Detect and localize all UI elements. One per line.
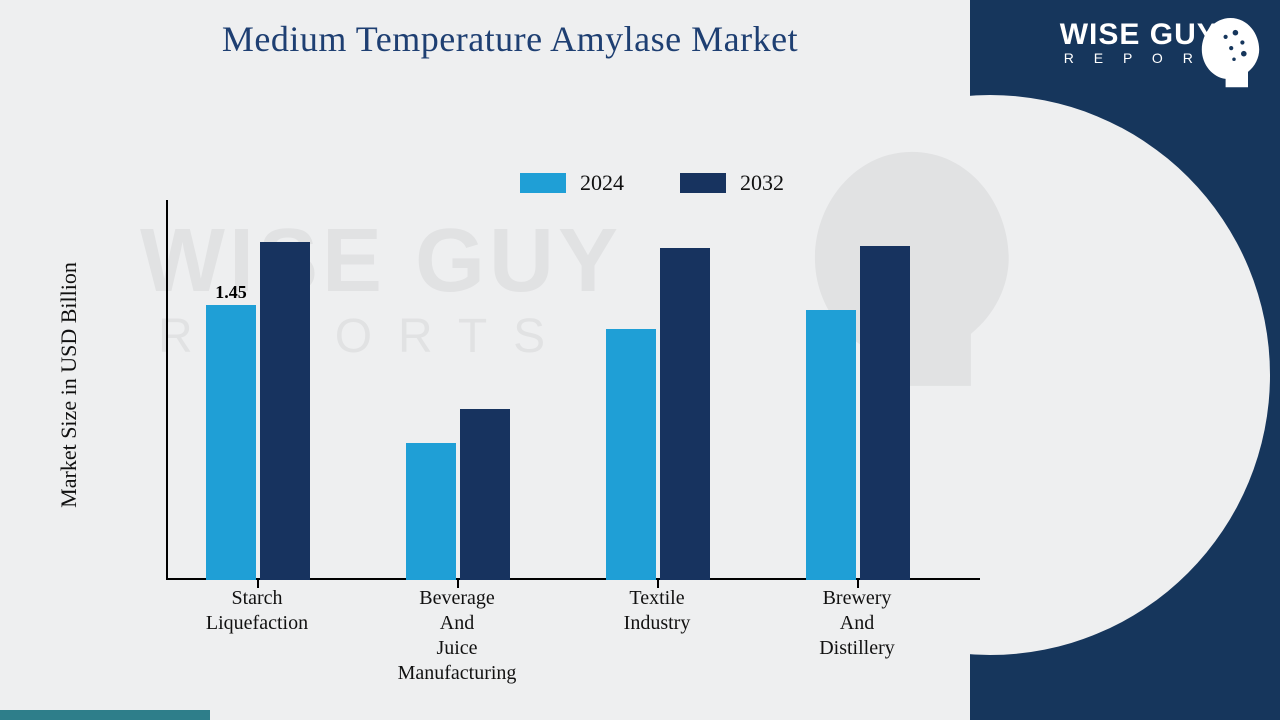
category-label: BeverageAndJuiceManufacturing [362, 586, 552, 686]
legend-swatch-2024 [520, 173, 566, 193]
bar-chart: Market Size in USD Billion 1.45 StarchLi… [110, 200, 980, 580]
category-label: StarchLiquefaction [162, 586, 352, 636]
legend-item-2024: 2024 [520, 170, 624, 196]
category-label: BreweryAndDistillery [762, 586, 952, 661]
legend: 2024 2032 [520, 170, 784, 196]
bottom-accent-bar [0, 710, 210, 720]
legend-swatch-2032 [680, 173, 726, 193]
bar-2024 [606, 329, 656, 580]
category-label: TextileIndustry [562, 586, 752, 636]
bar-2024 [806, 310, 856, 580]
legend-label-2024: 2024 [580, 170, 624, 196]
bar-2032 [260, 242, 310, 580]
y-axis-label: Market Size in USD Billion [56, 195, 82, 575]
legend-label-2032: 2032 [740, 170, 784, 196]
bar-2024 [406, 443, 456, 580]
head-icon [1192, 14, 1262, 92]
bar-2032 [860, 246, 910, 580]
bar-2024: 1.45 [206, 305, 256, 581]
chart-title: Medium Temperature Amylase Market [120, 18, 900, 60]
bar-2032 [460, 409, 510, 580]
plot-area: 1.45 [166, 200, 980, 580]
bar-2032 [660, 248, 710, 581]
bar-value-label: 1.45 [206, 282, 256, 305]
legend-item-2032: 2032 [680, 170, 784, 196]
